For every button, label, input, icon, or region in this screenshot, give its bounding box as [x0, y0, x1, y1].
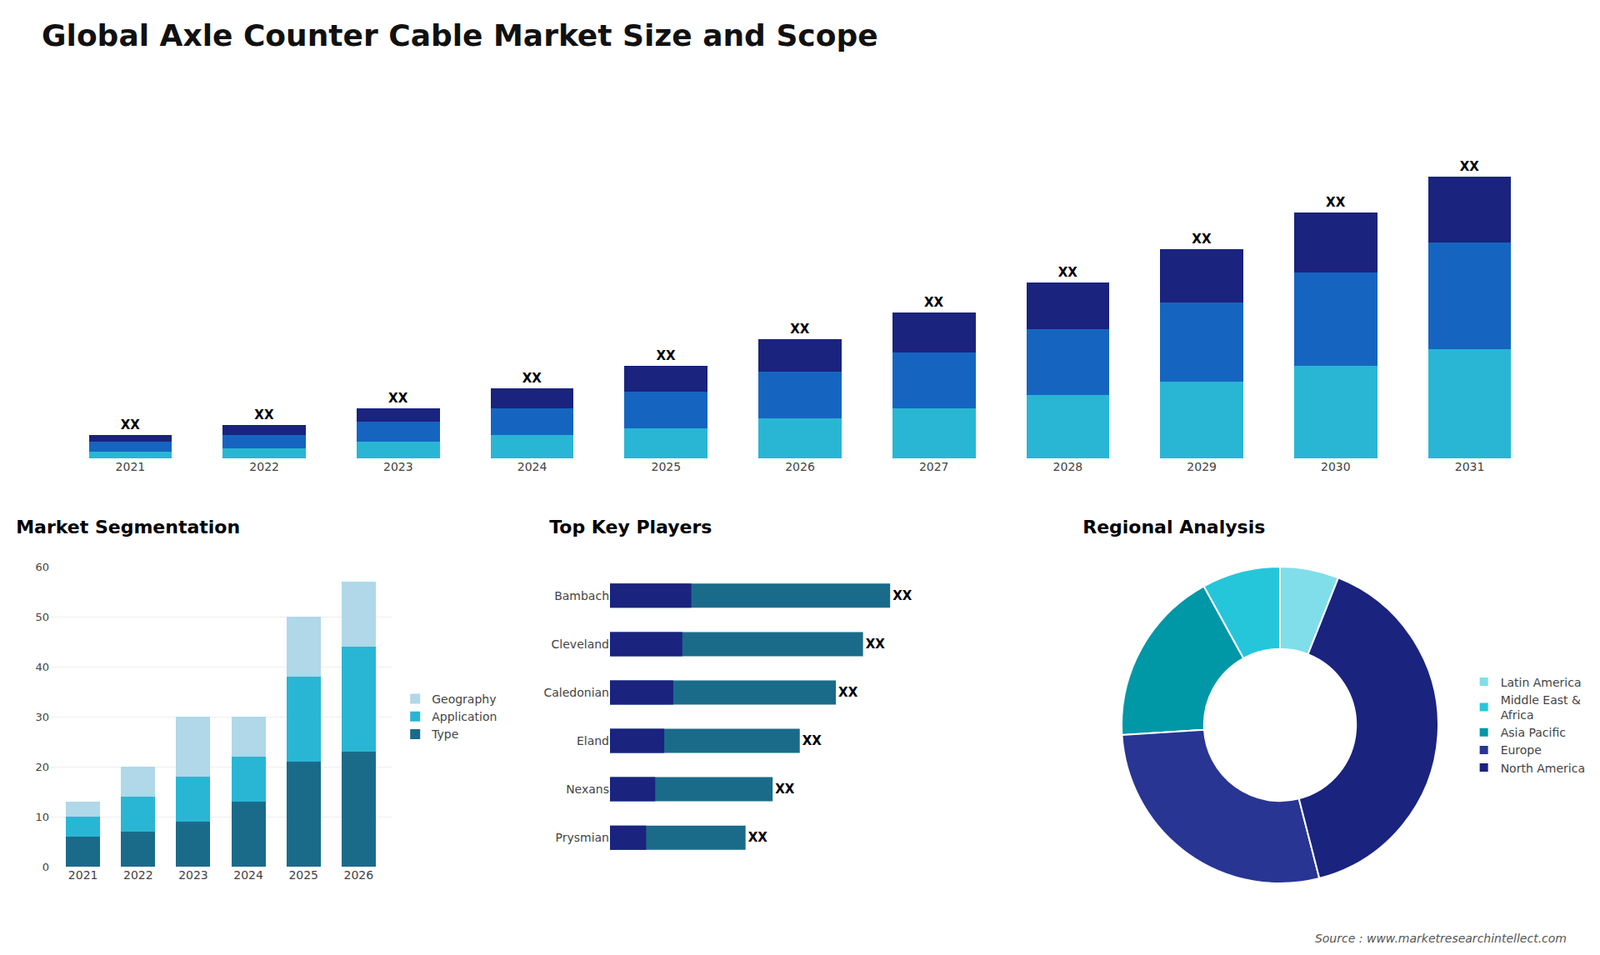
svg-text:XX: XX: [388, 390, 409, 406]
svg-text:2026: 2026: [785, 460, 815, 474]
svg-text:Middle East &Africa: Middle East &Africa: [1500, 693, 1581, 722]
svg-text:Regional Analysis: Regional Analysis: [1082, 516, 1265, 538]
svg-text:XX: XX: [748, 830, 769, 845]
svg-text:2024: 2024: [233, 868, 264, 882]
svg-text:XX: XX: [802, 733, 823, 749]
svg-text:XX: XX: [1325, 195, 1346, 210]
svg-text:XX: XX: [892, 588, 913, 604]
svg-text:North America: North America: [1500, 761, 1585, 775]
svg-text:Europe: Europe: [1500, 743, 1542, 757]
svg-text:2030: 2030: [1320, 460, 1351, 474]
svg-text:2022: 2022: [123, 868, 154, 882]
svg-text:10: 10: [35, 810, 50, 824]
svg-text:2031: 2031: [1455, 460, 1485, 474]
svg-text:XX: XX: [254, 407, 275, 423]
svg-text:XX: XX: [1058, 265, 1079, 280]
svg-text:XX: XX: [1191, 231, 1212, 247]
svg-text:Latin America: Latin America: [1500, 675, 1582, 690]
svg-text:XX: XX: [838, 685, 859, 700]
svg-text:0: 0: [42, 860, 50, 874]
svg-text:Cleveland: Cleveland: [551, 637, 610, 651]
svg-text:XX: XX: [790, 321, 810, 337]
svg-text:60: 60: [35, 560, 50, 574]
svg-text:2023: 2023: [383, 460, 414, 474]
svg-text:2021: 2021: [115, 460, 146, 474]
svg-text:XX: XX: [522, 370, 543, 386]
svg-text:2026: 2026: [343, 868, 374, 882]
svg-text:Eland: Eland: [576, 734, 610, 748]
svg-text:2029: 2029: [1186, 460, 1217, 474]
svg-text:20: 20: [35, 760, 50, 774]
svg-text:Top Key Players: Top Key Players: [549, 516, 712, 538]
svg-text:XX: XX: [120, 417, 141, 433]
svg-text:Bambach: Bambach: [554, 589, 610, 603]
svg-text:Asia Pacific: Asia Pacific: [1500, 725, 1566, 740]
html-text:Source : www.marketresearchint: Source : www.marketresearchintellect.com: [1314, 931, 1567, 945]
svg-text:Caledonian: Caledonian: [543, 685, 610, 700]
svg-text:40: 40: [35, 660, 50, 674]
svg-text:Market Segmentation: Market Segmentation: [15, 516, 240, 538]
svg-text:Nexans: Nexans: [565, 782, 610, 796]
svg-text:2025: 2025: [650, 460, 681, 474]
svg-text:2023: 2023: [178, 868, 209, 882]
svg-text:2022: 2022: [249, 460, 280, 474]
svg-text:2028: 2028: [1053, 460, 1084, 474]
html-text:Global Axle Counter Cable Mark: Global Axle Counter Cable Market Size an…: [41, 18, 878, 53]
svg-text:2027: 2027: [919, 460, 950, 474]
svg-text:XX: XX: [656, 348, 677, 364]
svg-text:XX: XX: [924, 295, 945, 310]
svg-text:30: 30: [35, 710, 50, 724]
svg-text:XX: XX: [865, 636, 886, 652]
svg-text:2021: 2021: [68, 868, 99, 882]
svg-text:Application: Application: [431, 710, 497, 724]
svg-text:XX: XX: [775, 781, 795, 797]
svg-text:2025: 2025: [288, 868, 319, 882]
svg-text:Prysmian: Prysmian: [555, 830, 610, 845]
svg-text:XX: XX: [1460, 159, 1480, 175]
svg-text:2024: 2024: [517, 460, 548, 474]
svg-text:50: 50: [35, 610, 50, 624]
svg-text:Geography: Geography: [431, 692, 496, 706]
svg-text:Type: Type: [430, 727, 459, 741]
